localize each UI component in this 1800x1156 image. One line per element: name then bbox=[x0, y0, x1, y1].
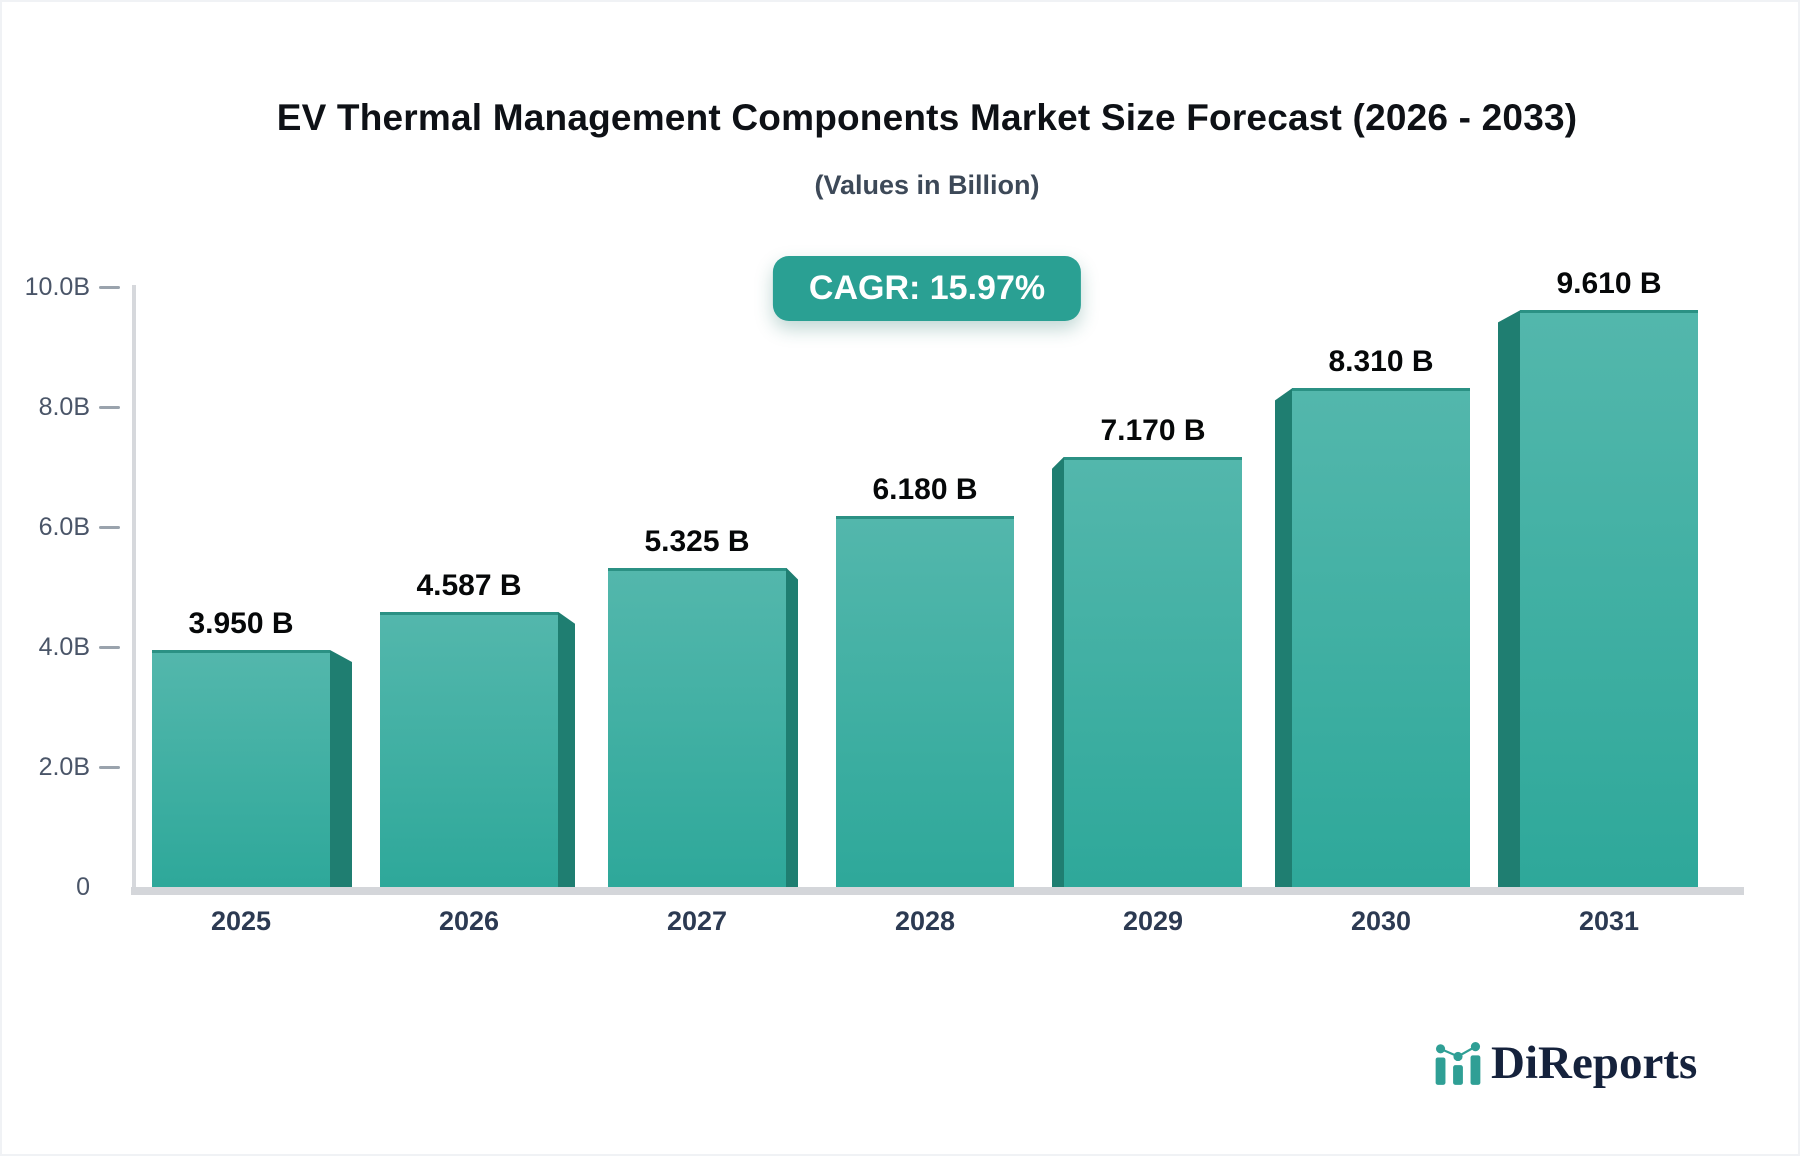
page-title: EV Thermal Management Components Market … bbox=[276, 97, 1578, 138]
y-axis-line bbox=[132, 285, 136, 887]
x-axis-label-2031: 2031 bbox=[1578, 906, 1640, 936]
y-tick-label-6.0B: 6.0B bbox=[38, 513, 90, 541]
bar-face-2026 bbox=[380, 611, 558, 887]
bar-value-label-2026: 4.587 B bbox=[416, 568, 522, 602]
bar-face-2025 bbox=[152, 650, 330, 887]
x-axis-label-2027: 2027 bbox=[666, 906, 728, 936]
x-axis-label-2026: 2026 bbox=[438, 906, 500, 936]
bar-side-2030 bbox=[1275, 388, 1292, 887]
y-tick-label-10.0B: 10.0B bbox=[24, 273, 90, 301]
page-subtitle: (Values in Billion) bbox=[814, 170, 1040, 200]
x-axis-label-2025: 2025 bbox=[210, 906, 272, 936]
x-axis-label-2028: 2028 bbox=[894, 906, 956, 936]
y-tick-dash bbox=[99, 526, 120, 529]
bar-value-label-2025: 3.950 B bbox=[188, 607, 294, 640]
bar-value-label-2031: 9.610 B bbox=[1556, 267, 1662, 301]
bar-face-2029 bbox=[1064, 456, 1242, 887]
bar-face-2027 bbox=[608, 567, 786, 887]
brand-logo: DiReports bbox=[1434, 1036, 1697, 1090]
y-tick-dash bbox=[99, 646, 120, 649]
y-tick-label-4.0B: 4.0B bbox=[38, 633, 90, 661]
brand-name: DiReports bbox=[1491, 1037, 1698, 1089]
x-axis-baseline bbox=[131, 887, 1744, 895]
bar-value-label-2028: 6.180 B bbox=[872, 473, 978, 507]
bar-side-2025 bbox=[330, 650, 352, 887]
cagr-badge: CAGR: 15.97% bbox=[772, 256, 1082, 321]
x-axis-label-2030: 2030 bbox=[1350, 906, 1412, 936]
x-axis-label-2029: 2029 bbox=[1122, 906, 1184, 936]
bar-face-2028 bbox=[836, 516, 1014, 887]
y-tick-dash bbox=[99, 286, 120, 289]
y-tick-label-8.0B: 8.0B bbox=[38, 393, 90, 421]
bar-value-label-2030: 8.310 B bbox=[1328, 345, 1434, 379]
y-tick-dash bbox=[99, 766, 120, 769]
bar-face-2030 bbox=[1292, 388, 1470, 887]
bar-side-2029 bbox=[1052, 456, 1064, 887]
bar-side-2027 bbox=[786, 567, 798, 887]
bar-value-label-2027: 5.325 B bbox=[644, 524, 750, 558]
mini-bar-chart-logo-icon bbox=[1434, 1039, 1482, 1087]
bar-value-label-2029: 7.170 B bbox=[1100, 413, 1206, 447]
y-tick-label-2.0B: 2.0B bbox=[38, 753, 90, 781]
bar-side-2031 bbox=[1498, 310, 1520, 887]
bar-face-2031 bbox=[1520, 310, 1698, 887]
y-tick-label-0: 0 bbox=[76, 873, 90, 901]
y-tick-dash bbox=[99, 406, 120, 409]
bar-side-2026 bbox=[558, 611, 575, 887]
